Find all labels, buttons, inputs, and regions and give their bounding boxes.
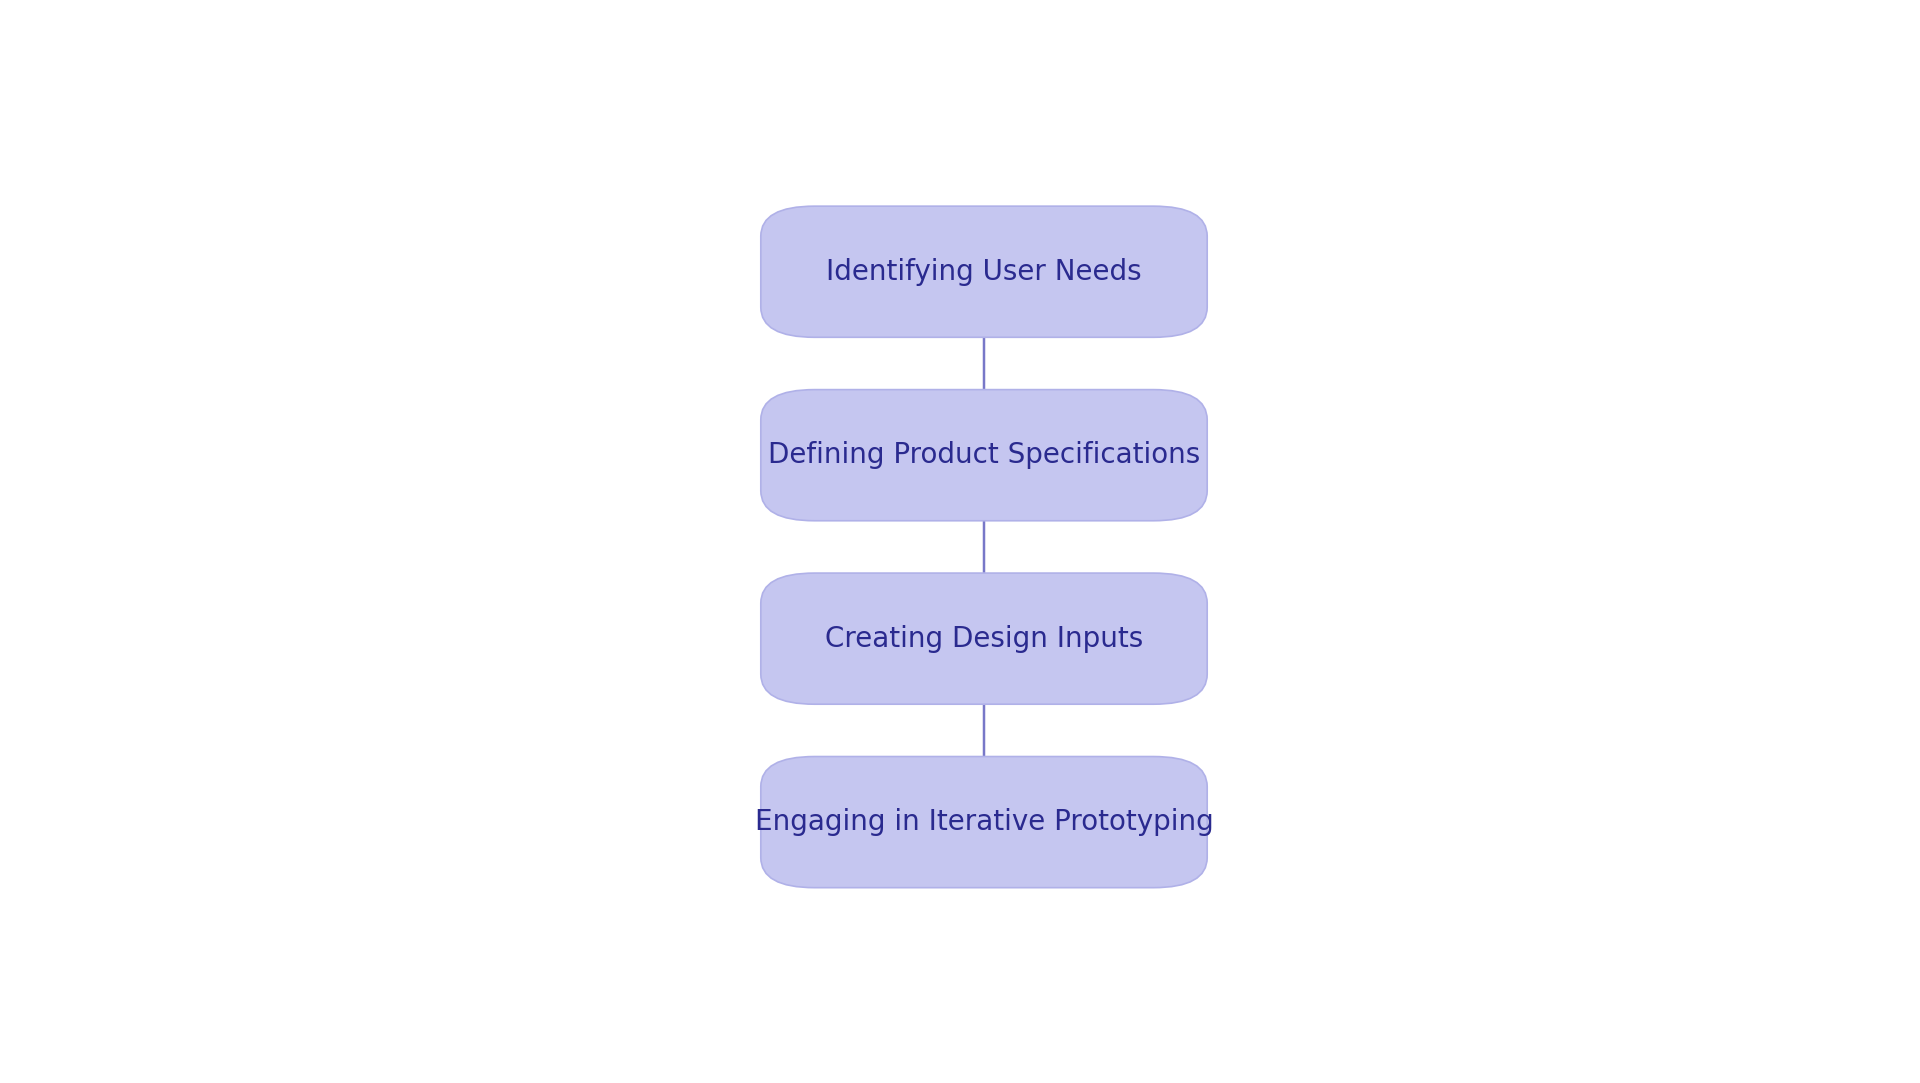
Text: Creating Design Inputs: Creating Design Inputs <box>826 625 1142 653</box>
FancyBboxPatch shape <box>760 390 1208 521</box>
Text: Identifying User Needs: Identifying User Needs <box>826 258 1142 286</box>
FancyBboxPatch shape <box>760 206 1208 337</box>
FancyBboxPatch shape <box>760 573 1208 704</box>
FancyBboxPatch shape <box>760 757 1208 888</box>
Text: Defining Product Specifications: Defining Product Specifications <box>768 441 1200 469</box>
Text: Engaging in Iterative Prototyping: Engaging in Iterative Prototyping <box>755 808 1213 836</box>
